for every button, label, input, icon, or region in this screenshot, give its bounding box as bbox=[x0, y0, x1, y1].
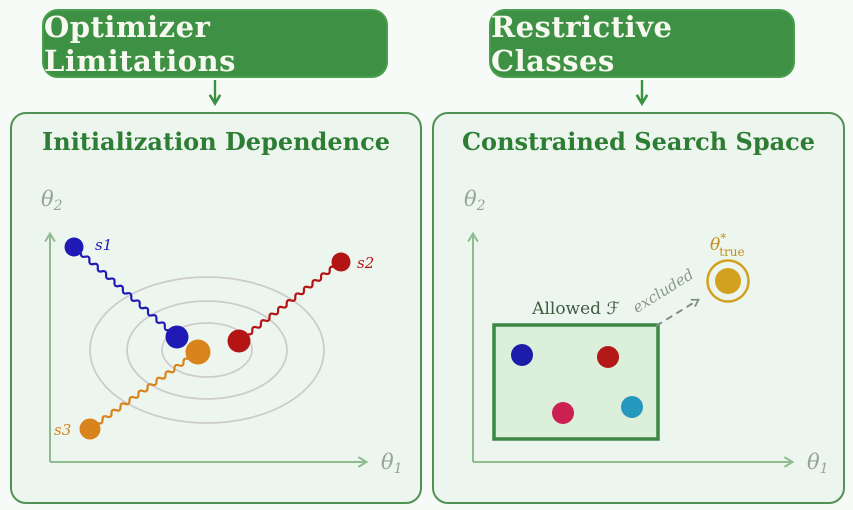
optimizer-limitations-label: Optimizer Limitations bbox=[44, 9, 236, 78]
constrained-search-space-panel: Constrained Search Space bbox=[432, 112, 845, 504]
optimizer-limitations-header: Optimizer Limitations bbox=[42, 9, 388, 78]
restrictive-classes-header: Restrictive Classes bbox=[489, 9, 795, 78]
initialization-dependence-panel: Initialization Dependence bbox=[10, 112, 422, 504]
right-panel-title: Constrained Search Space bbox=[461, 127, 816, 156]
left-panel-title: Initialization Dependence bbox=[42, 127, 390, 156]
restrictive-classes-label: Restrictive Classes bbox=[491, 9, 673, 78]
